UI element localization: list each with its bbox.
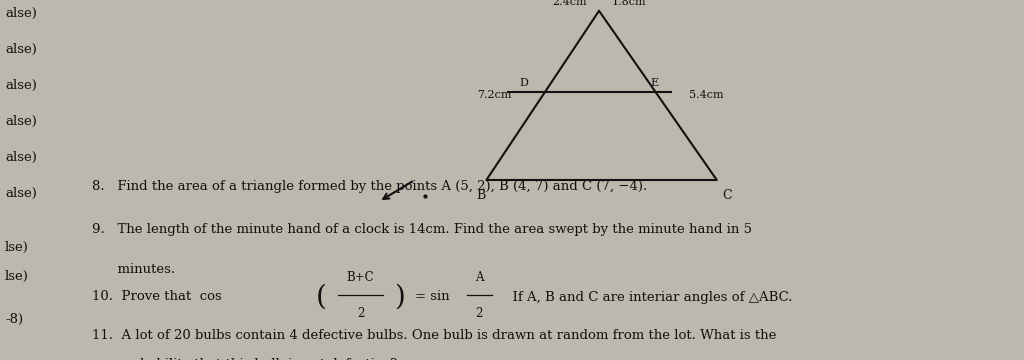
Text: 8.   Find the area of a triangle formed by the points A (5, 2), B (4, 7) and C (: 8. Find the area of a triangle formed by… bbox=[92, 180, 647, 193]
Text: 9.   The length of the minute hand of a clock is 14cm. Find the area swept by th: 9. The length of the minute hand of a cl… bbox=[92, 223, 753, 236]
Text: 2: 2 bbox=[356, 307, 365, 320]
Text: C: C bbox=[722, 189, 732, 202]
Text: (: ( bbox=[316, 284, 327, 310]
Text: -8): -8) bbox=[5, 313, 24, 326]
Text: 10.  Prove that  cos: 10. Prove that cos bbox=[92, 291, 222, 303]
Text: lse): lse) bbox=[5, 241, 29, 254]
Text: D: D bbox=[519, 78, 528, 88]
Text: alse): alse) bbox=[5, 43, 37, 56]
Text: alse): alse) bbox=[5, 151, 37, 164]
Text: 2: 2 bbox=[475, 307, 483, 320]
Text: 1.8cm: 1.8cm bbox=[611, 0, 646, 7]
Text: E: E bbox=[650, 78, 658, 88]
Text: probability that this bulb is not defective?: probability that this bulb is not defect… bbox=[92, 358, 397, 360]
Text: B: B bbox=[476, 189, 486, 202]
Text: If A, B and C are interiar angles of △ABC.: If A, B and C are interiar angles of △AB… bbox=[504, 291, 793, 303]
Text: alse): alse) bbox=[5, 115, 37, 128]
Text: alse): alse) bbox=[5, 79, 37, 92]
Text: minutes.: minutes. bbox=[92, 263, 175, 276]
Text: A: A bbox=[475, 271, 483, 284]
Text: = sin: = sin bbox=[415, 291, 450, 303]
Text: lse): lse) bbox=[5, 270, 29, 283]
Text: alse): alse) bbox=[5, 7, 37, 20]
Text: 5.4cm: 5.4cm bbox=[688, 90, 723, 100]
Text: 2.4cm: 2.4cm bbox=[552, 0, 587, 7]
Text: alse): alse) bbox=[5, 187, 37, 200]
Text: 7.2cm: 7.2cm bbox=[477, 90, 512, 100]
Text: B+C: B+C bbox=[347, 271, 374, 284]
Text: 11.  A lot of 20 bulbs contain 4 defective bulbs. One bulb is drawn at random fr: 11. A lot of 20 bulbs contain 4 defectiv… bbox=[92, 329, 776, 342]
Text: ): ) bbox=[394, 284, 404, 310]
